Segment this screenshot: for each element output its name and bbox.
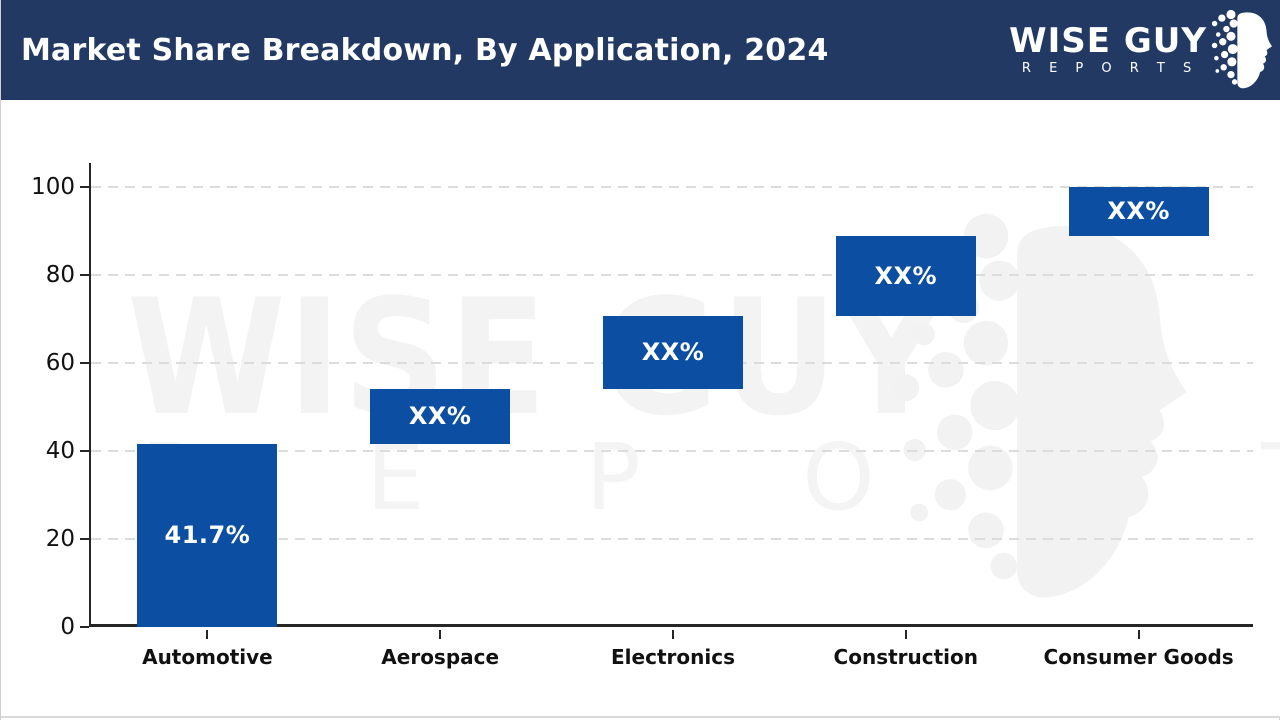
watermark-face-icon [892, 213, 1187, 598]
gridline [91, 274, 1253, 276]
bar: XX% [1068, 187, 1209, 236]
logo-subtitle: R E P O R T S [1021, 61, 1199, 77]
logo-wordmark: WISE GUY [1009, 20, 1207, 61]
gridline [91, 450, 1253, 452]
bar-value-label: XX% [1107, 197, 1170, 226]
bar-value-label: 41.7% [164, 521, 251, 550]
chart-title: Market Share Breakdown, By Application, … [21, 32, 829, 68]
y-tick-label: 100 [31, 174, 75, 200]
bar-value-label: XX% [408, 402, 472, 431]
x-tick-mark [904, 630, 907, 639]
y-tick-label: 20 [45, 526, 75, 552]
watermark-wordmark: WISE GUY [127, 264, 946, 451]
bar: XX% [370, 388, 511, 444]
logo-text: WISE GUY R E P O R T S [1009, 20, 1207, 77]
x-tick-label: Automotive [142, 645, 273, 669]
x-tick-mark [439, 630, 442, 639]
plot-area: 0 20 40 60 80 100 41.7% Automotive XX% Aerospace X… [31, 163, 1253, 669]
y-tick-mark [80, 450, 89, 452]
gridline [91, 186, 1253, 188]
bar: 41.7% [137, 443, 278, 627]
x-tick-label: Construction [833, 645, 979, 669]
y-tick-mark [80, 274, 89, 276]
bar-value-label: XX% [874, 261, 938, 290]
x-tick-label: Electronics [611, 645, 735, 669]
y-tick-mark [80, 186, 89, 188]
x-tick-mark [672, 630, 674, 639]
x-tick-label: Aerospace [381, 645, 500, 669]
header-bar: Market Share Breakdown, By Application, … [1, 0, 1280, 100]
chart-stage: WISE GUY R E P O R T S 02040608010041.7%… [1, 100, 1280, 718]
x-tick-label: Consumer Goods [1043, 645, 1234, 669]
y-tick-mark [80, 626, 89, 628]
x-tick-mark [1137, 630, 1140, 639]
y-tick-label: 0 [60, 614, 75, 640]
bar: XX% [835, 235, 976, 316]
wiseguy-logo: WISE GUY R E P O R T S [1009, 6, 1273, 94]
gridline [91, 538, 1253, 540]
y-tick-mark [80, 538, 89, 540]
bar: XX% [603, 315, 743, 389]
y-tick-mark [80, 362, 89, 364]
y-tick-label: 40 [45, 438, 75, 464]
x-tick-mark [206, 630, 209, 639]
bar-value-label: XX% [641, 338, 705, 367]
y-tick-label: 60 [45, 350, 75, 376]
y-tick-label: 80 [45, 262, 75, 288]
logo-face-icon [1211, 9, 1272, 89]
